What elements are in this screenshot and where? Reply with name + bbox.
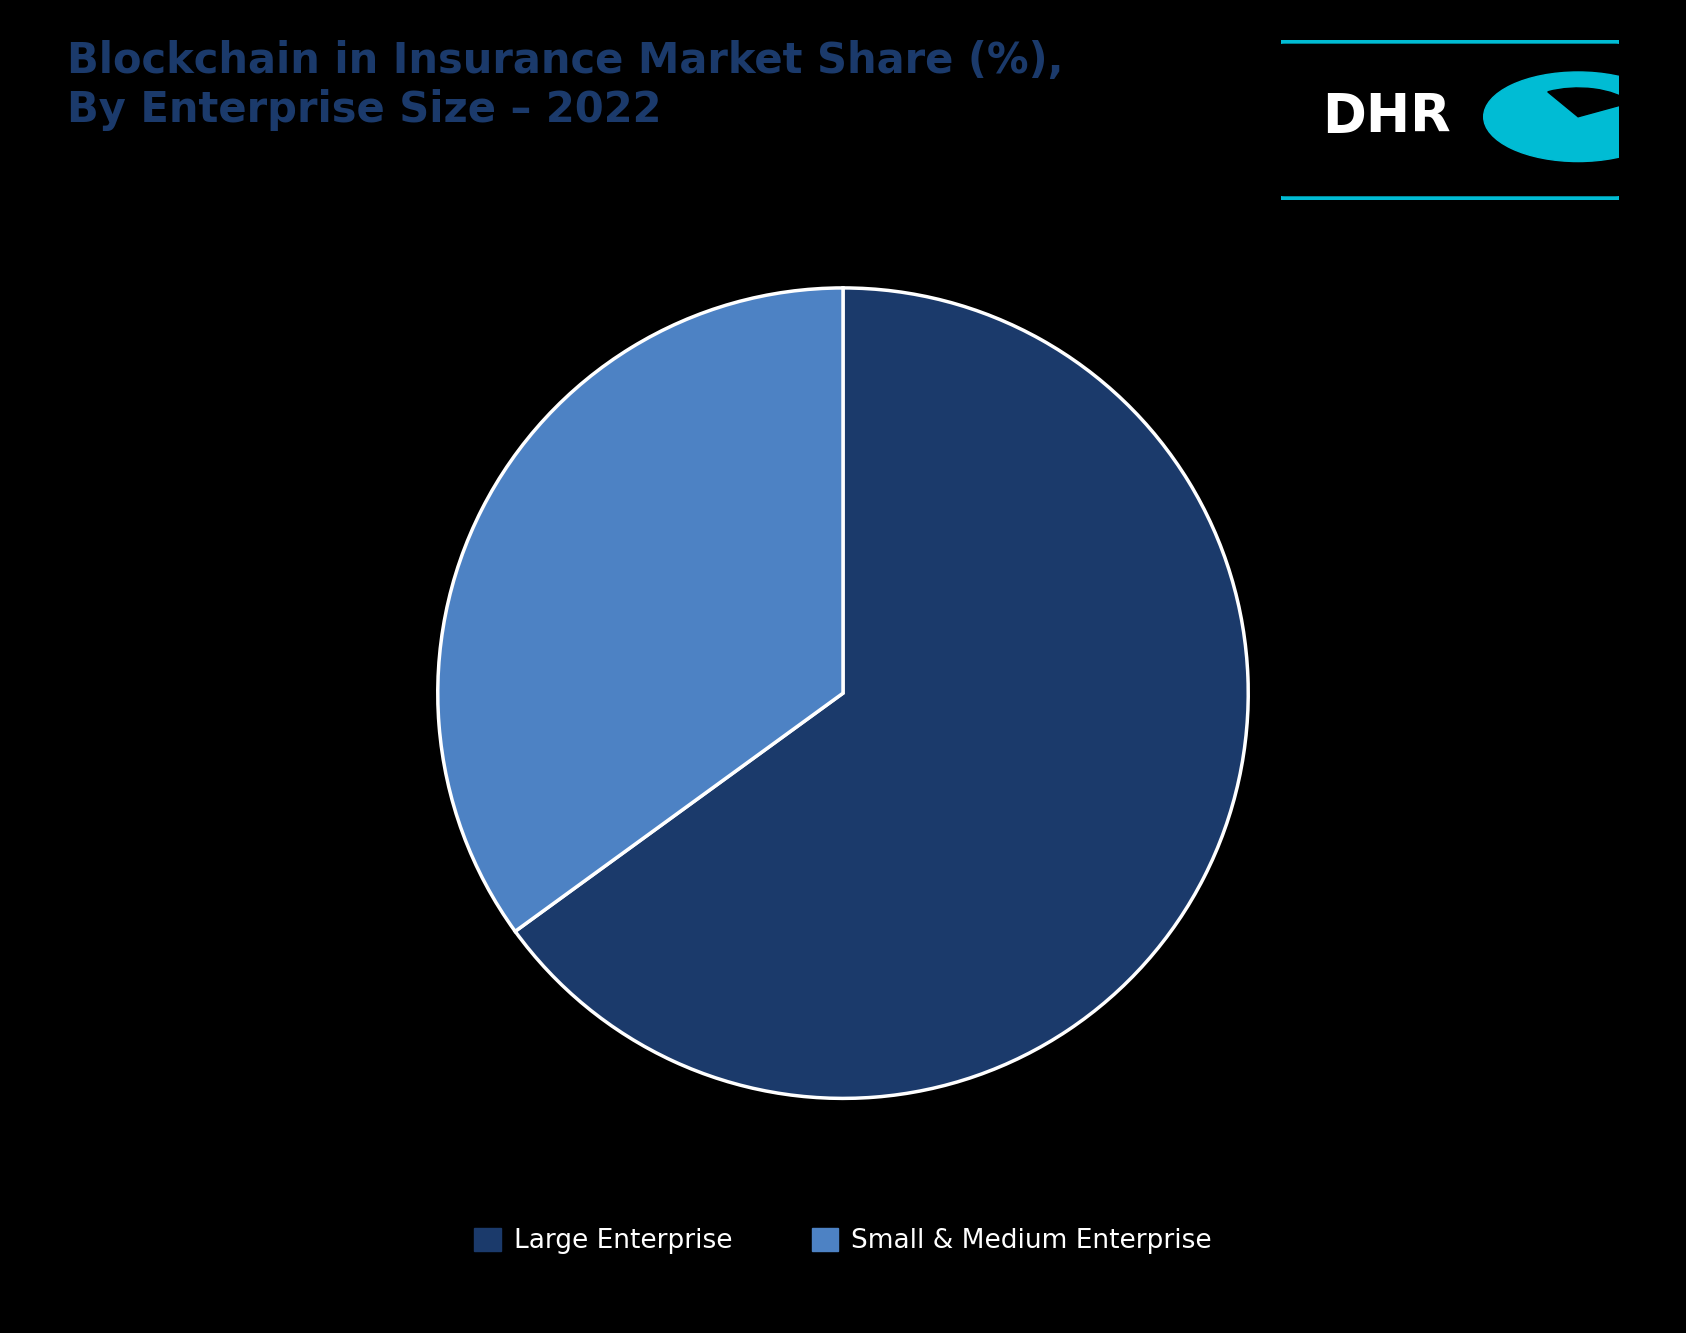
Legend: Large Enterprise, Small & Medium Enterprise: Large Enterprise, Small & Medium Enterpr… — [460, 1214, 1226, 1268]
Wedge shape — [516, 288, 1248, 1098]
Circle shape — [1484, 72, 1673, 161]
Wedge shape — [1548, 88, 1630, 117]
FancyBboxPatch shape — [1275, 41, 1625, 199]
Text: Blockchain in Insurance Market Share (%),
By Enterprise Size – 2022: Blockchain in Insurance Market Share (%)… — [67, 40, 1064, 131]
Wedge shape — [438, 288, 843, 932]
Text: DHR: DHR — [1322, 91, 1450, 143]
